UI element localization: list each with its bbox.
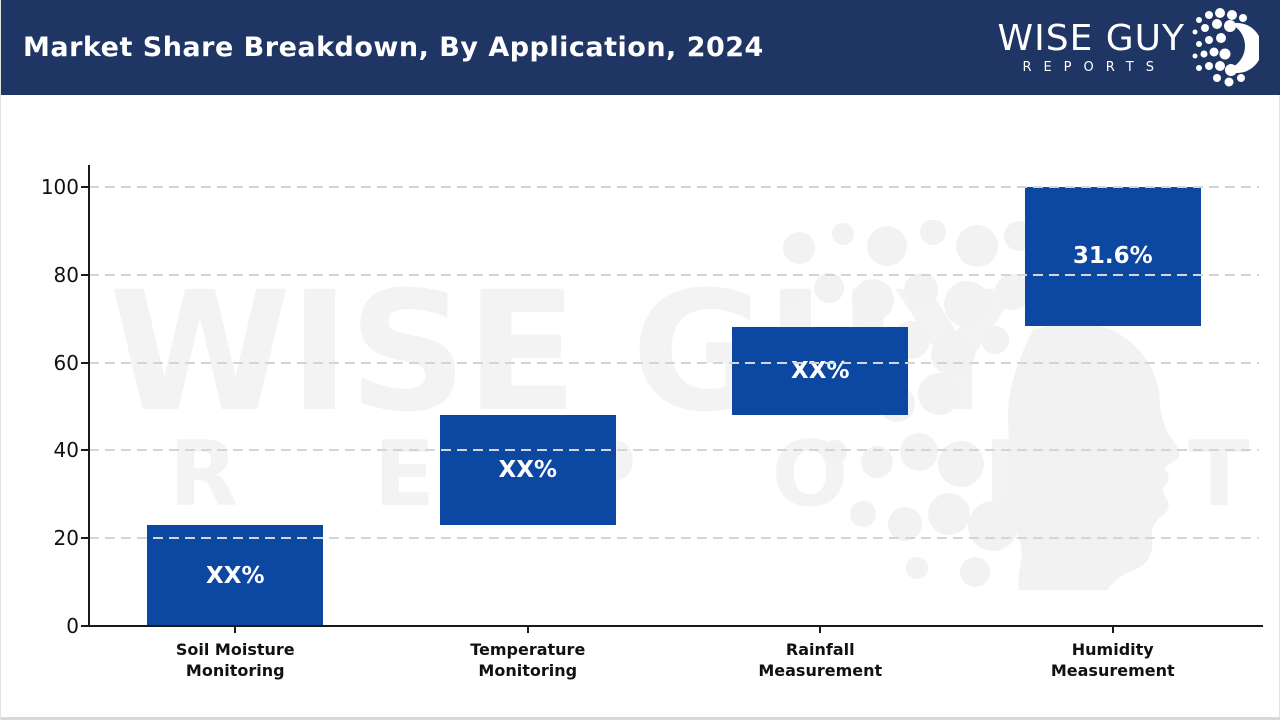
category-label-line: Monitoring (478, 661, 578, 680)
category-label-line: Measurement (758, 661, 883, 680)
bar-value-label: XX% (205, 562, 265, 589)
category-label: Temperature Monitoring (408, 639, 648, 681)
x-tick-mark (526, 627, 529, 633)
bar: XX% (147, 525, 324, 626)
brand-logo: WISE GUY REPORTS (997, 7, 1259, 88)
brand-name: WISE GUY (997, 17, 1185, 59)
brand-logo-text: WISE GUY REPORTS (997, 17, 1186, 76)
y-tick-label: 100 (40, 175, 79, 199)
y-tick-mark (81, 186, 88, 188)
bottom-edge-line (1, 717, 1280, 720)
bar-value-label: XX% (498, 457, 557, 484)
bar: 31.6% (1024, 187, 1201, 326)
gridline (89, 537, 1259, 540)
bar: XX% (439, 415, 616, 526)
category-label-line: Temperature (470, 640, 586, 659)
y-tick-mark (81, 361, 88, 364)
gridline (89, 186, 1259, 188)
gridline (89, 273, 1259, 276)
category-label-line: Rainfall (785, 640, 855, 659)
category-label-line: Humidity (1071, 640, 1154, 659)
category-label-line: Soil Moisture (175, 640, 295, 659)
category-label-line: Monitoring (185, 661, 285, 680)
y-tick-mark (81, 625, 88, 627)
header-bar: Market Share Breakdown, By Application, … (1, 0, 1280, 95)
x-axis (88, 625, 1263, 627)
y-tick-mark (81, 449, 88, 452)
brand-head-icon (1192, 7, 1259, 86)
x-tick-mark (1111, 627, 1114, 633)
page-title: Market Share Breakdown, By Application, … (23, 32, 764, 63)
category-label: Humidity Measurement (993, 639, 1233, 681)
y-tick-label: 60 (53, 350, 79, 375)
category-label-line: Measurement (1050, 661, 1175, 680)
bar: XX% (732, 327, 909, 416)
y-tick-mark (81, 537, 88, 540)
y-tick-label: 80 (53, 262, 79, 287)
bar-value-label: 31.6% (1072, 243, 1153, 270)
gridline (89, 361, 1259, 364)
y-tick-label: 40 (53, 438, 79, 463)
y-tick-label: 0 (66, 614, 79, 638)
category-label: Soil Moisture Monitoring (115, 639, 355, 681)
x-tick-mark (819, 627, 822, 633)
y-tick-mark (81, 273, 88, 276)
y-tick-label: 20 (53, 526, 79, 551)
gridline (89, 449, 1259, 452)
category-label: Rainfall Measurement (700, 639, 940, 681)
x-tick-mark (234, 627, 237, 633)
y-axis (88, 165, 90, 627)
brand-subname: REPORTS (1022, 59, 1167, 75)
